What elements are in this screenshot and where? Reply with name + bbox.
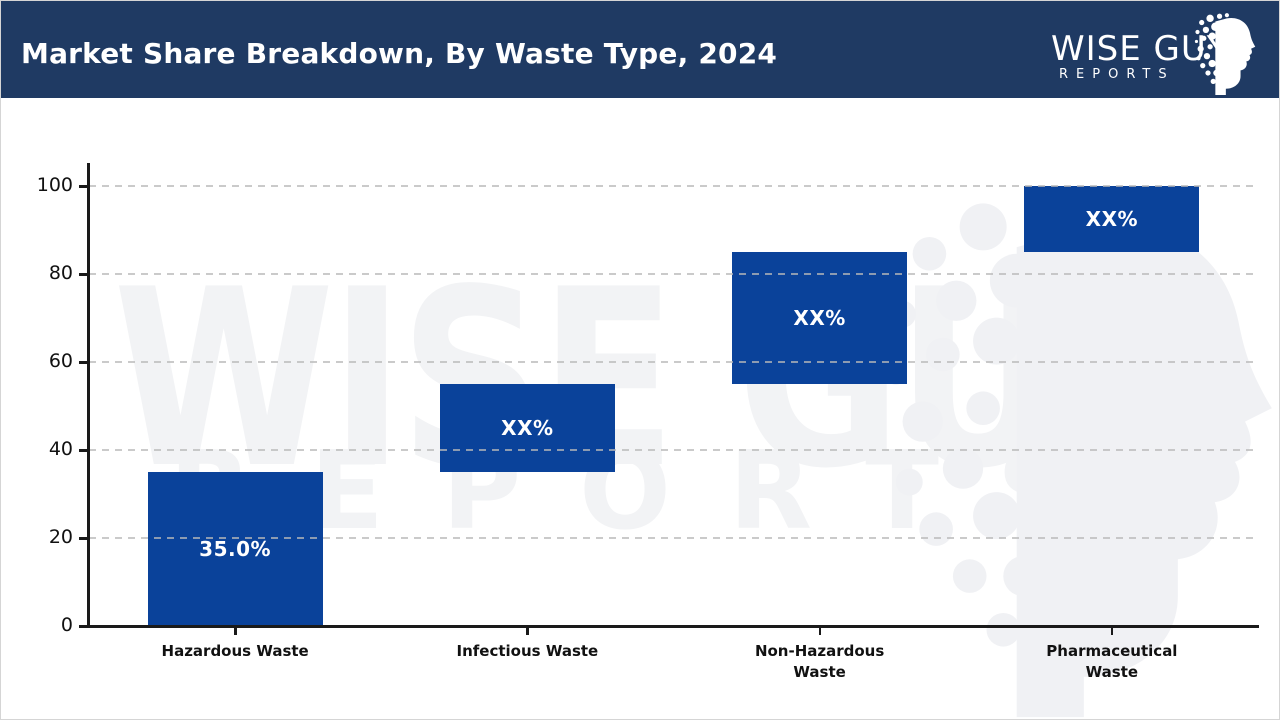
y-tick-label: 0 bbox=[60, 614, 73, 636]
bar-segment: XX% bbox=[439, 384, 615, 472]
bar-value-label: XX% bbox=[501, 416, 554, 440]
x-tick-mark bbox=[1110, 628, 1114, 635]
y-tick-label: 100 bbox=[36, 174, 73, 196]
x-tick-label: Non-Hazardous Waste bbox=[754, 642, 885, 681]
bar-value-label: XX% bbox=[1085, 207, 1139, 231]
header-bar: Market Share Breakdown, By Waste Type, 2… bbox=[1, 1, 1279, 98]
y-tick-label: 60 bbox=[48, 350, 73, 372]
x-tick-mark bbox=[526, 628, 529, 635]
x-tick-label: Hazardous Waste bbox=[161, 642, 309, 660]
gridline bbox=[89, 361, 1258, 363]
y-tick-mark bbox=[79, 537, 88, 540]
gridline bbox=[89, 537, 1258, 539]
bar-value-label: 35.0% bbox=[199, 537, 272, 561]
x-axis-line bbox=[87, 625, 1259, 628]
y-tick-label: 20 bbox=[48, 526, 73, 548]
y-tick-mark bbox=[79, 449, 88, 452]
y-tick-mark bbox=[79, 361, 88, 364]
bar-segment: XX% bbox=[732, 252, 908, 384]
x-tick-mark bbox=[818, 628, 822, 635]
chart-title: Market Share Breakdown, By Waste Type, 2… bbox=[21, 37, 778, 70]
bar-segment: XX% bbox=[1024, 186, 1200, 252]
wiseguy-head-logo-icon bbox=[1194, 13, 1256, 95]
bar-value-label: XX% bbox=[793, 306, 846, 330]
wiseguy-logo: WISE GUY REPORTS bbox=[1019, 7, 1269, 95]
bar-segment: 35.0% bbox=[147, 472, 323, 626]
x-tick-mark bbox=[234, 628, 237, 635]
plot-area: 35.0% XX% XX% XX% bbox=[89, 164, 1258, 626]
x-tick-label: Infectious Waste bbox=[456, 642, 599, 660]
y-tick-mark bbox=[79, 185, 88, 188]
y-tick-mark bbox=[79, 625, 88, 628]
logo-subtitle: REPORTS bbox=[1059, 67, 1175, 82]
gridline bbox=[89, 185, 1258, 187]
x-tick-label: Pharmaceutical Waste bbox=[1046, 642, 1178, 681]
gridline bbox=[89, 449, 1258, 451]
y-tick-label: 80 bbox=[48, 262, 73, 284]
gridline bbox=[89, 273, 1258, 275]
y-axis-spine bbox=[87, 163, 90, 627]
y-tick-mark bbox=[79, 273, 88, 276]
y-tick-label: 40 bbox=[48, 438, 73, 460]
